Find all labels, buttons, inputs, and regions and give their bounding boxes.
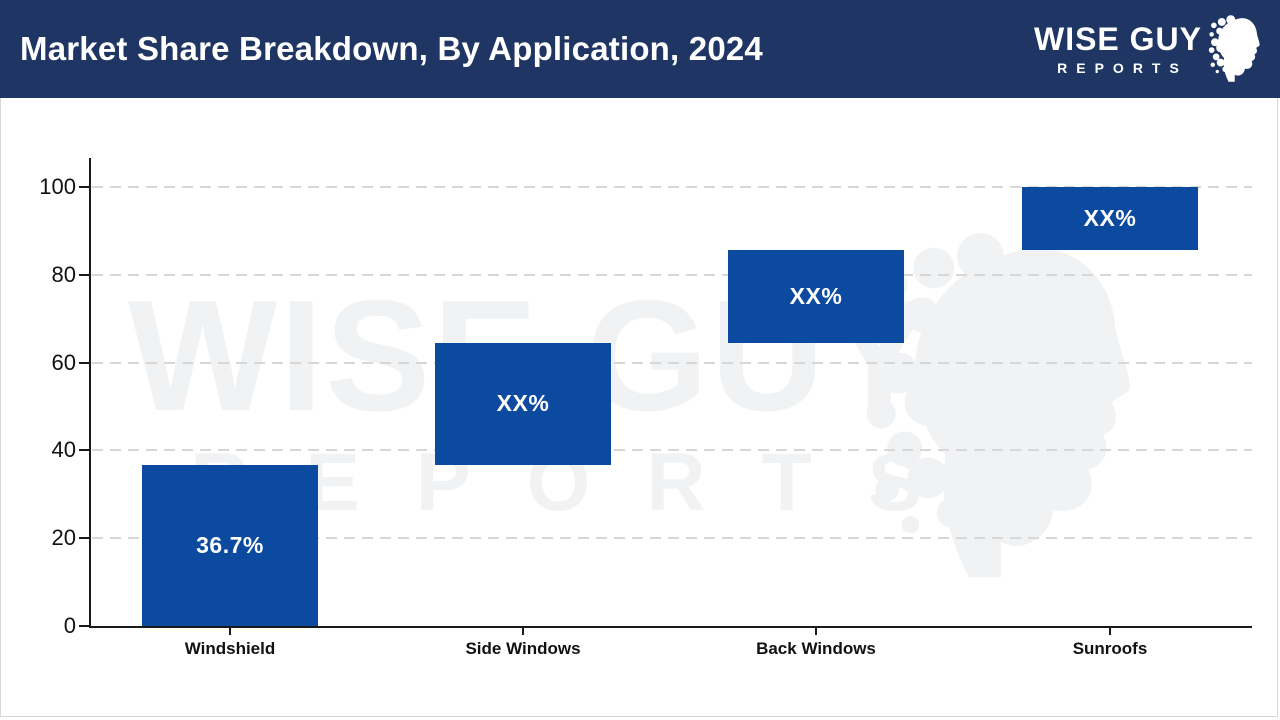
bar-side-windows: XX%	[435, 342, 611, 465]
bar-value-label-windshield: 36.7%	[196, 531, 264, 558]
x-axis-tick	[522, 628, 524, 635]
gridline-20	[92, 537, 1252, 540]
x-axis-tick	[229, 628, 231, 635]
y-axis-tick-label: 100	[39, 174, 76, 199]
x-axis-category-label-back-windows: Back Windows	[756, 639, 876, 658]
header-bar: Market Share Breakdown, By Application, …	[0, 0, 1280, 98]
y-axis-tick	[79, 537, 89, 540]
gridline-100	[92, 186, 1252, 188]
gridline-40	[92, 449, 1252, 452]
y-axis-tick-label: 0	[63, 613, 76, 638]
y-axis-tick	[79, 361, 89, 364]
bar-sunroofs: XX%	[1022, 187, 1198, 250]
y-axis-tick	[79, 625, 89, 627]
brand-subname: REPORTS	[1057, 60, 1188, 76]
brand-logo: WISE GUY REPORTS	[1034, 11, 1268, 87]
gridline-80	[92, 273, 1252, 276]
y-axis-tick	[79, 273, 89, 276]
x-axis-category-label-windshield: Windshield	[184, 639, 276, 658]
page-title: Market Share Breakdown, By Application, …	[20, 30, 763, 67]
x-axis-line	[89, 626, 1252, 628]
y-axis-tick-label: 40	[51, 437, 76, 463]
x-axis-tick	[1109, 628, 1111, 635]
y-axis-tick	[79, 449, 89, 452]
y-axis-tick-label: 80	[51, 261, 76, 287]
bar-windshield: 36.7%	[142, 464, 318, 626]
bar-back-windows: XX%	[728, 249, 904, 343]
gridline-60	[92, 361, 1252, 364]
x-axis-tick	[815, 628, 817, 635]
bar-value-label-sunroofs: XX%	[1083, 204, 1137, 231]
y-axis-tick	[79, 186, 89, 188]
x-axis-category-label-sunroofs: Sunroofs	[1072, 639, 1148, 658]
brand-logo-text: WISE GUY REPORTS	[1034, 23, 1202, 75]
bar-value-label-back-windows: XX%	[789, 282, 843, 309]
brand-name: WISE GUY	[1033, 21, 1202, 57]
y-axis-line	[89, 158, 91, 628]
y-axis-tick-label: 60	[51, 349, 76, 375]
bar-value-label-side-windows: XX%	[496, 390, 550, 417]
y-axis-tick-label: 20	[51, 525, 76, 551]
x-axis-category-label-side-windows: Side Windows	[465, 639, 581, 658]
